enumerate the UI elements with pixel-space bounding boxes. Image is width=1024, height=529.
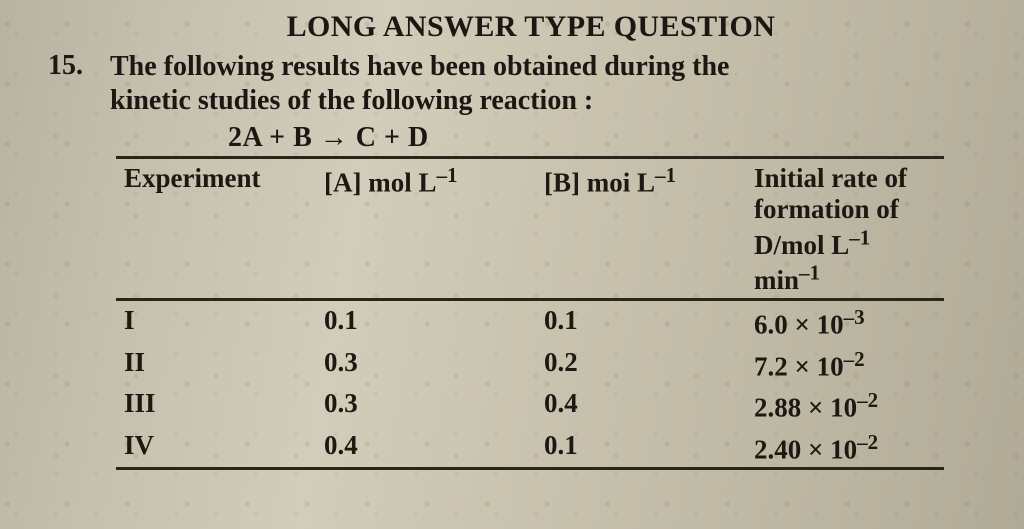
cell-conc-b: 0.4 xyxy=(536,384,746,425)
cell-conc-b: 0.2 xyxy=(536,343,746,384)
rate-head-line1: Initial rate of xyxy=(754,163,907,193)
cell-rate: 7.2 × 10–2 xyxy=(746,343,944,384)
cell-rate: 6.0 × 10–3 xyxy=(746,300,944,343)
table-row: IV0.40.12.40 × 10–2 xyxy=(116,426,944,469)
page-content: LONG ANSWER TYPE QUESTION 15. The follow… xyxy=(0,0,1024,490)
table-body: I0.10.16.0 × 10–3II0.30.27.2 × 10–2III0.… xyxy=(116,300,944,469)
cell-conc-a: 0.3 xyxy=(316,343,536,384)
question-number: 15. xyxy=(48,50,92,118)
table-row: III0.30.42.88 × 10–2 xyxy=(116,384,944,425)
table-header-row: Experiment [A] mol L–1 [B] moi L–1 Initi… xyxy=(116,159,944,300)
cell-experiment: III xyxy=(116,384,316,425)
col-header-rate: Initial rate of formation of D/mol L–1 m… xyxy=(746,159,944,300)
reaction-equation: 2A + B → C + D xyxy=(228,122,954,154)
cell-conc-b: 0.1 xyxy=(536,426,746,469)
cell-conc-b: 0.1 xyxy=(536,300,746,343)
question-row: 15. The following results have been obta… xyxy=(48,50,954,118)
section-heading: LONG ANSWER TYPE QUESTION xyxy=(108,10,954,44)
data-table-wrap: Experiment [A] mol L–1 [B] moi L–1 Initi… xyxy=(116,156,944,470)
col-header-conc-b: [B] moi L–1 xyxy=(536,159,746,300)
col-header-conc-a: [A] mol L–1 xyxy=(316,159,536,300)
cell-conc-a: 0.3 xyxy=(316,384,536,425)
question-text: The following results have been obtained… xyxy=(110,50,729,118)
rate-head-line2: formation of xyxy=(754,194,899,224)
cell-rate: 2.88 × 10–2 xyxy=(746,384,944,425)
rate-head-line4: min–1 xyxy=(754,265,820,295)
kinetics-table: Experiment [A] mol L–1 [B] moi L–1 Initi… xyxy=(116,159,944,470)
rate-head-line3: D/mol L–1 xyxy=(754,230,870,260)
cell-conc-a: 0.1 xyxy=(316,300,536,343)
cell-experiment: I xyxy=(116,300,316,343)
cell-conc-a: 0.4 xyxy=(316,426,536,469)
cell-rate: 2.40 × 10–2 xyxy=(746,426,944,469)
table-row: II0.30.27.2 × 10–2 xyxy=(116,343,944,384)
col-header-experiment: Experiment xyxy=(116,159,316,300)
cell-experiment: IV xyxy=(116,426,316,469)
table-row: I0.10.16.0 × 10–3 xyxy=(116,300,944,343)
cell-experiment: II xyxy=(116,343,316,384)
question-line-2: kinetic studies of the following reactio… xyxy=(110,85,593,116)
question-line-1: The following results have been obtained… xyxy=(110,51,729,82)
